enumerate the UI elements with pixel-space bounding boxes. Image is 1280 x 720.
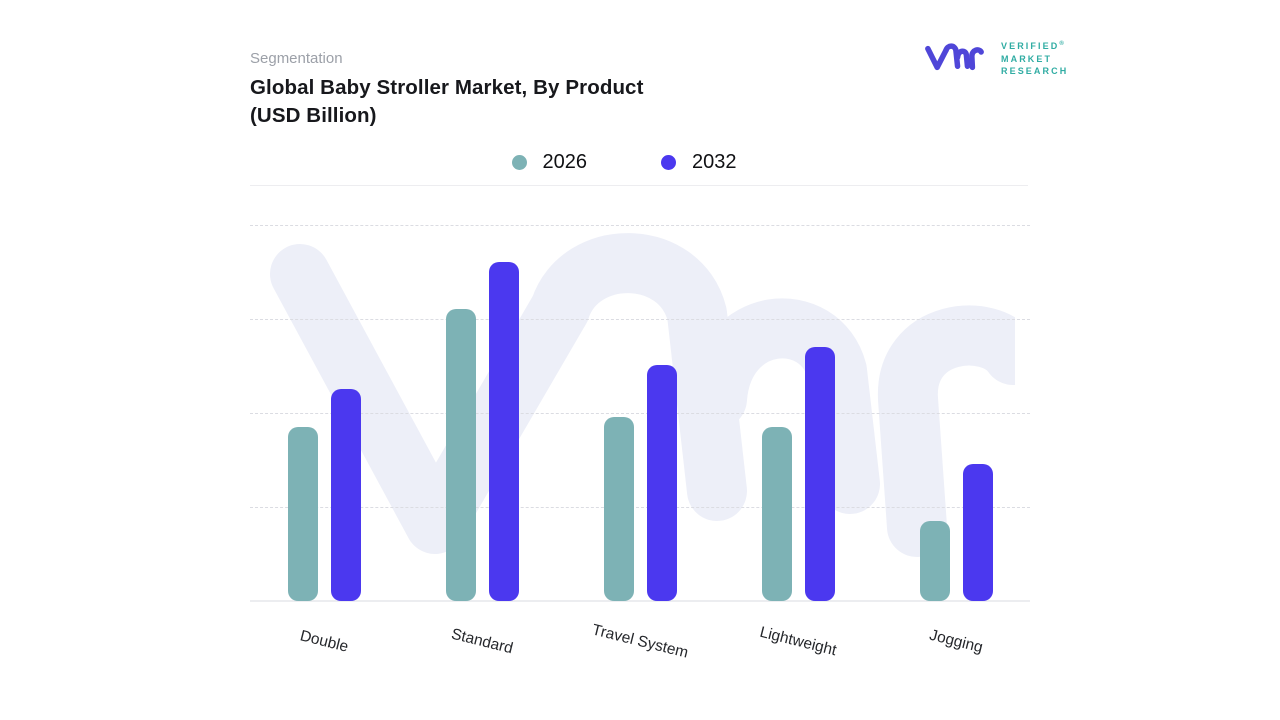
eyebrow-label: Segmentation — [250, 50, 343, 67]
brand-logo: VERIFIED® MARKET RESEARCH — [924, 38, 1068, 78]
registered-trademark: ® — [1059, 41, 1064, 47]
category-labels: Double Standard Travel System Lightweight Jo… — [250, 621, 1030, 688]
gridline — [250, 507, 1030, 508]
legend-swatch-2026 — [511, 154, 527, 170]
category-label-double: Double — [298, 627, 351, 656]
chart-legend: 2026 2032 — [234, 146, 1014, 178]
x-axis-baseline — [250, 600, 1030, 602]
title-line-2: (USD Billion) — [250, 104, 377, 127]
bars-layer — [250, 225, 1030, 602]
page-title: Global Baby Stroller Market, By Product … — [250, 74, 870, 130]
brand-line-research: RESEARCH — [1001, 66, 1069, 76]
gridline — [250, 413, 1030, 414]
category-label-jogging: Jogging — [927, 626, 985, 657]
vmr-monogram-icon — [924, 39, 990, 77]
bar-2032-double — [330, 389, 361, 601]
bar-2032-standard — [488, 262, 519, 601]
bar-2026-lightweight — [761, 427, 792, 601]
brand-line-verified: VERIFIED — [1001, 41, 1060, 51]
bar-2032-jogging — [962, 464, 993, 601]
brand-text: VERIFIED® MARKET RESEARCH — [1001, 38, 1068, 78]
legend-label-2032: 2032 — [692, 150, 737, 173]
bar-2032-travel-system — [646, 365, 677, 601]
category-label-travel-system: Travel System — [590, 621, 690, 662]
bar-2026-travel-system — [603, 417, 634, 601]
bar-2026-jogging — [919, 521, 950, 601]
bar-2026-standard — [445, 309, 476, 601]
bar-2032-lightweight — [804, 347, 835, 601]
gridline — [250, 225, 1030, 226]
legend-item-2032[interactable]: 2032 — [661, 151, 737, 174]
legend-swatch-2032 — [661, 154, 676, 170]
category-label-lightweight: Lightweight — [758, 623, 839, 660]
category-label-standard: Standard — [449, 625, 515, 658]
plot-area — [250, 225, 1043, 602]
brand-line-market: MARKET — [1001, 53, 1053, 64]
legend-label-2026: 2026 — [542, 150, 588, 173]
gridline — [250, 319, 1030, 320]
title-line-1: Global Baby Stroller Market, By Product — [250, 76, 644, 99]
legend-item-2026[interactable]: 2026 — [511, 150, 588, 174]
bar-2026-double — [287, 427, 318, 601]
legend-separator-line — [250, 185, 1028, 186]
